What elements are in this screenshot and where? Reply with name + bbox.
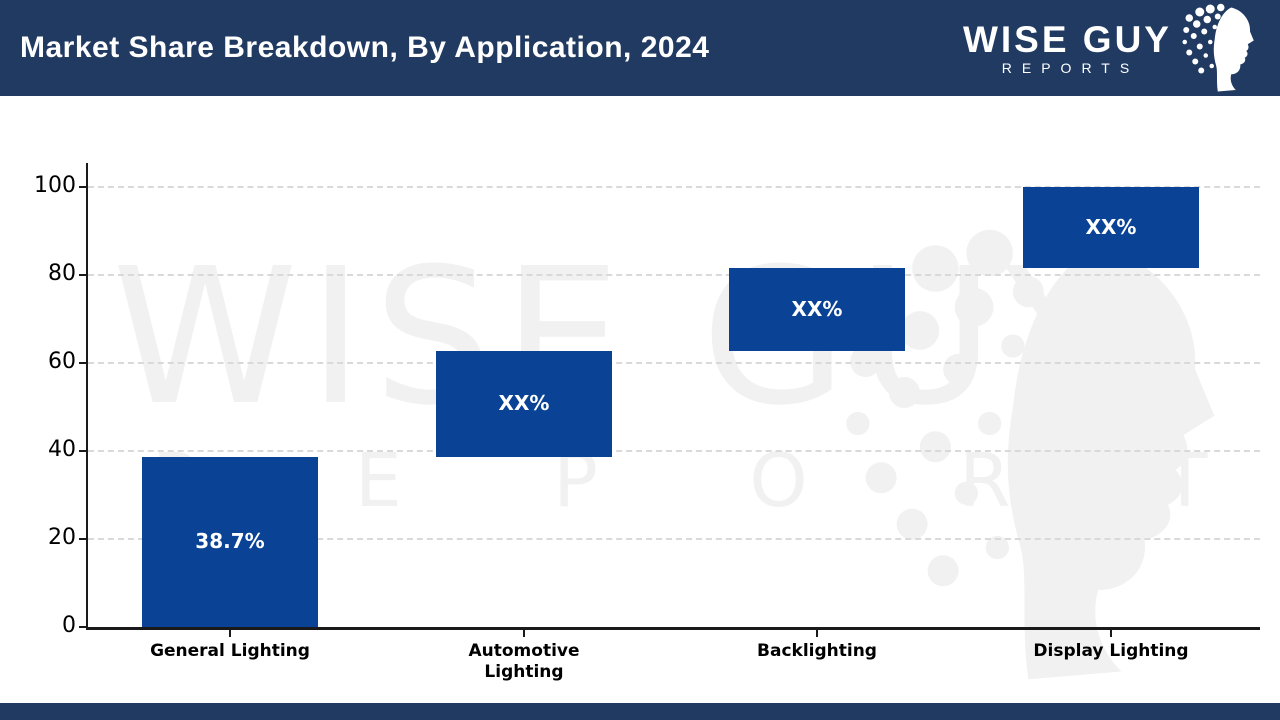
y-tick-label: 0 xyxy=(62,613,76,638)
logo-wordmark: WISE GUY xyxy=(962,19,1172,60)
chart-area: WISE GUY R E P O R T S 02040608010038.7%… xyxy=(0,96,1280,703)
x-category-label: Automotive Lighting xyxy=(468,641,580,682)
y-tick-mark xyxy=(79,274,88,276)
gridline-20 xyxy=(88,538,1260,540)
x-tick-mark xyxy=(816,629,818,637)
bar-general-lighting: 38.7% xyxy=(142,456,318,627)
x-category-label: Display Lighting xyxy=(1033,641,1189,661)
y-tick-label: 80 xyxy=(48,261,76,286)
bar-value-label: 38.7% xyxy=(195,528,265,553)
y-axis xyxy=(86,163,88,630)
gridline-60 xyxy=(88,362,1260,364)
gridline-100 xyxy=(88,186,1260,188)
logo-head-icon xyxy=(1174,3,1266,93)
header-bar: Market Share Breakdown, By Application, … xyxy=(0,0,1280,96)
logo-text: WISE GUY REPORTS xyxy=(963,21,1172,75)
y-tick-mark xyxy=(79,362,88,364)
y-tick-mark xyxy=(79,626,88,628)
wise-guy-logo: WISE GUY REPORTS xyxy=(963,3,1266,93)
x-tick-mark xyxy=(523,629,525,637)
y-tick-label: 100 xyxy=(34,173,76,198)
x-axis xyxy=(86,627,1260,630)
y-tick-mark xyxy=(79,186,88,188)
bar-value-label: XX% xyxy=(1085,214,1137,239)
bar-value-label: XX% xyxy=(498,390,550,415)
x-tick-mark xyxy=(229,629,231,637)
bar-value-label: XX% xyxy=(791,296,843,321)
bar-display-lighting: XX% xyxy=(1023,187,1199,269)
footer-bar xyxy=(0,703,1280,720)
gridline-80 xyxy=(88,274,1260,276)
page-title: Market Share Breakdown, By Application, … xyxy=(20,31,710,64)
gridline-40 xyxy=(88,450,1260,452)
y-tick-label: 60 xyxy=(48,349,76,374)
x-tick-mark xyxy=(1110,629,1112,637)
x-category-label: Backlighting xyxy=(757,641,877,661)
bar-automotive-lighting: XX% xyxy=(436,351,612,457)
bar-backlighting: XX% xyxy=(729,268,905,352)
y-tick-label: 40 xyxy=(48,437,76,462)
logo-subtitle: REPORTS xyxy=(1001,60,1140,76)
x-category-label: General Lighting xyxy=(150,641,310,661)
y-tick-mark xyxy=(79,538,88,540)
y-tick-label: 20 xyxy=(48,525,76,550)
y-tick-mark xyxy=(79,450,88,452)
